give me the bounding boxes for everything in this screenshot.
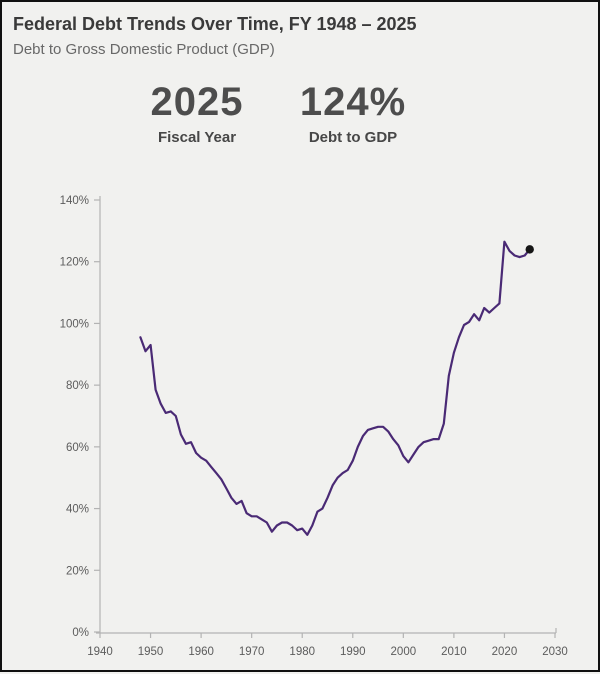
x-axis-tick-label: 1960 (188, 646, 214, 658)
y-axis-tick-label: 80% (66, 380, 89, 392)
latest-value-point-marker (525, 245, 534, 254)
x-axis-tick-label: 2000 (391, 646, 417, 658)
stat-debt-to-gdp: 124% Debt to GDP (282, 82, 424, 146)
debt-to-gdp-label: Debt to GDP (308, 129, 398, 146)
y-axis-tick-label: 0% (72, 627, 89, 639)
y-axis-tick-label: 20% (66, 565, 89, 577)
page-title: Federal Debt Trends Over Time, FY 1948 –… (13, 14, 417, 34)
chart-header: Federal Debt Trends Over Time, FY 1948 –… (13, 14, 573, 58)
debt-to-gdp-series-line (139, 240, 531, 536)
page-subtitle: Debt to Gross Domestic Product (GDP) (13, 40, 275, 58)
y-axis-tick-label: 100% (60, 318, 89, 330)
fiscal-year-label: Fiscal Year (157, 129, 237, 146)
debt-to-gdp-value: 124% (299, 80, 407, 124)
y-axis-tick-label: 60% (66, 442, 89, 454)
stat-fiscal-year: 2025 Fiscal Year (120, 82, 274, 146)
y-axis-tick-label: 40% (66, 504, 89, 516)
y-axis-tick-label: 120% (60, 257, 89, 269)
x-axis-tick-label: 2010 (441, 646, 467, 658)
x-axis-tick-label: 1990 (340, 646, 366, 658)
x-axis-tick-label: 2030 (542, 646, 568, 658)
x-axis-tick-label: 2020 (492, 646, 518, 658)
x-axis-tick-label: 1980 (289, 646, 315, 658)
fiscal-year-value: 2025 (150, 80, 244, 124)
x-axis-tick-label: 1940 (87, 646, 113, 658)
y-axis-tick-label: 140% (60, 195, 89, 207)
x-axis-tick-label: 1950 (138, 646, 164, 658)
x-axis-tick-label: 1970 (239, 646, 265, 658)
